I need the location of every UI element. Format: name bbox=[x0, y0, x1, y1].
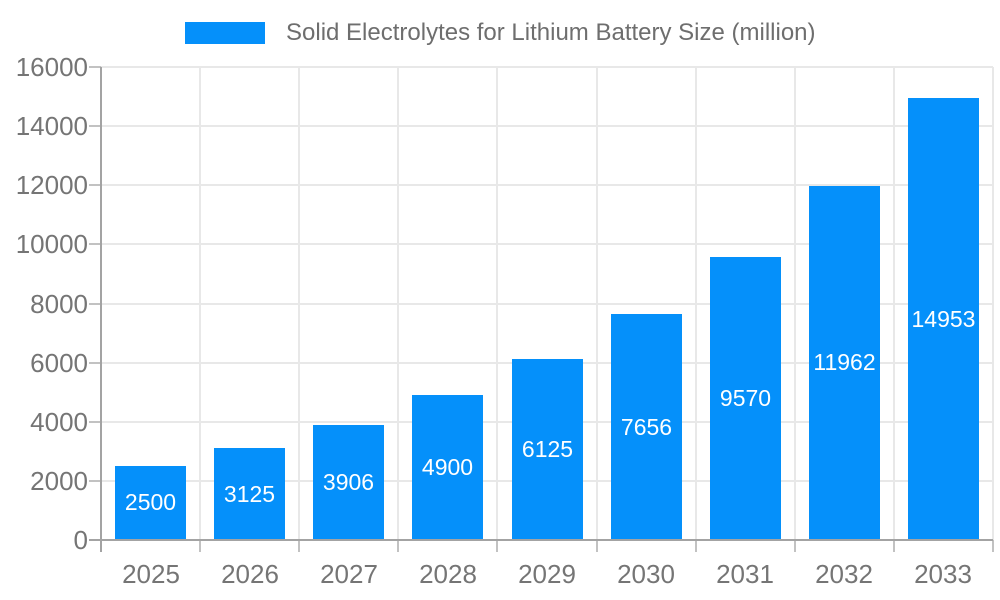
x-tick-mark bbox=[199, 540, 201, 552]
y-tick-label: 6000 bbox=[30, 348, 88, 378]
x-tick-label: 2027 bbox=[320, 559, 378, 589]
x-tick-mark bbox=[695, 540, 697, 552]
gridline-h bbox=[101, 125, 993, 127]
bar-value-label: 3906 bbox=[322, 469, 375, 495]
gridline-h bbox=[101, 184, 993, 186]
gridline-v bbox=[794, 67, 796, 540]
legend-label: Solid Electrolytes for Lithium Battery S… bbox=[286, 19, 816, 46]
bar-value-label: 7656 bbox=[620, 414, 673, 440]
y-tick-mark bbox=[89, 303, 101, 305]
gridline-h bbox=[101, 303, 993, 305]
bar[interactable]: 7656 bbox=[611, 314, 682, 540]
gridline-v bbox=[199, 67, 201, 540]
gridline-h bbox=[101, 66, 993, 68]
bar[interactable]: 9570 bbox=[710, 257, 781, 540]
legend-swatch bbox=[185, 22, 265, 44]
x-tick-label: 2032 bbox=[815, 559, 873, 589]
x-axis-line bbox=[89, 539, 993, 541]
y-tick-label: 12000 bbox=[15, 170, 88, 200]
y-tick-label: 16000 bbox=[15, 52, 88, 82]
gridline-v bbox=[992, 67, 994, 540]
bar[interactable]: 4900 bbox=[412, 395, 483, 540]
y-tick-label: 4000 bbox=[30, 407, 88, 437]
x-tick-label: 2030 bbox=[617, 559, 675, 589]
x-tick-mark bbox=[496, 540, 498, 552]
y-tick-label: 10000 bbox=[15, 229, 88, 259]
y-tick-label: 14000 bbox=[15, 111, 88, 141]
y-tick-mark bbox=[89, 362, 101, 364]
bar-value-label: 3125 bbox=[223, 481, 276, 507]
y-tick-label: 8000 bbox=[30, 289, 88, 319]
bar[interactable]: 3125 bbox=[214, 448, 285, 540]
x-tick-label: 2029 bbox=[518, 559, 576, 589]
x-tick-mark bbox=[992, 540, 994, 552]
y-tick-mark bbox=[89, 125, 101, 127]
y-tick-mark bbox=[89, 66, 101, 68]
x-tick-mark bbox=[397, 540, 399, 552]
bar-value-label: 6125 bbox=[521, 436, 574, 462]
y-tick-mark bbox=[89, 184, 101, 186]
bar[interactable]: 3906 bbox=[313, 425, 384, 540]
gridline-v bbox=[298, 67, 300, 540]
x-tick-label: 2026 bbox=[221, 559, 279, 589]
x-tick-label: 2025 bbox=[122, 559, 180, 589]
x-tick-mark bbox=[893, 540, 895, 552]
gridline-v bbox=[893, 67, 895, 540]
gridline-v bbox=[695, 67, 697, 540]
y-tick-label: 2000 bbox=[30, 466, 88, 496]
x-tick-label: 2031 bbox=[716, 559, 774, 589]
x-tick-mark bbox=[596, 540, 598, 552]
y-tick-mark bbox=[89, 243, 101, 245]
bar-value-label: 4900 bbox=[421, 454, 474, 480]
gridline-h bbox=[101, 243, 993, 245]
bar[interactable]: 11962 bbox=[809, 186, 880, 540]
bar[interactable]: 2500 bbox=[115, 466, 186, 540]
bar-value-label: 2500 bbox=[124, 489, 177, 515]
x-tick-mark bbox=[794, 540, 796, 552]
bar-value-label: 11962 bbox=[813, 349, 876, 375]
chart-legend[interactable]: Solid Electrolytes for Lithium Battery S… bbox=[185, 19, 816, 46]
bar[interactable]: 14953 bbox=[908, 98, 979, 540]
x-tick-mark bbox=[298, 540, 300, 552]
y-tick-mark bbox=[89, 421, 101, 423]
bar-value-label: 9570 bbox=[719, 385, 772, 411]
x-tick-label: 2033 bbox=[914, 559, 972, 589]
bar-value-label: 14953 bbox=[911, 306, 976, 332]
gridline-v bbox=[596, 67, 598, 540]
y-axis-line bbox=[100, 67, 102, 552]
bar[interactable]: 6125 bbox=[512, 359, 583, 540]
gridline-v bbox=[496, 67, 498, 540]
gridline-v bbox=[397, 67, 399, 540]
y-tick-mark bbox=[89, 480, 101, 482]
x-tick-label: 2028 bbox=[419, 559, 477, 589]
y-tick-label: 0 bbox=[73, 525, 88, 555]
